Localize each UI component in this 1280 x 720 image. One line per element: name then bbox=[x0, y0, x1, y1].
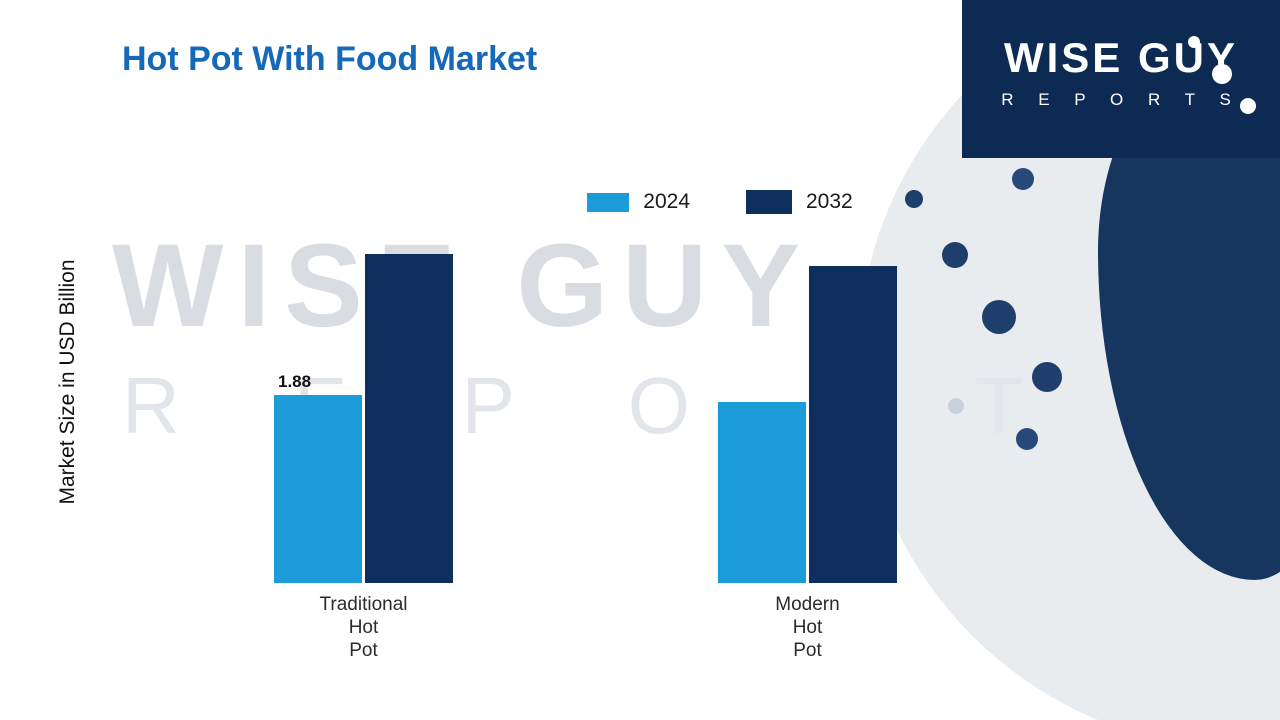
decor-dot bbox=[942, 242, 968, 268]
bar-wrap bbox=[809, 266, 897, 583]
category-label-0: Traditional Hot Pot bbox=[319, 594, 408, 662]
bar-wrap bbox=[718, 402, 806, 583]
decor-dot bbox=[948, 398, 964, 414]
legend-swatch-2032 bbox=[746, 190, 792, 214]
logo-subtitle: R E P O R T S bbox=[1001, 90, 1241, 109]
bar-2024-category-1 bbox=[718, 402, 806, 583]
bar-chart: 1.88 Traditional Hot Pot Modern Hot Pot bbox=[0, 243, 1280, 661]
y-axis-label: Market Size in USD Billion bbox=[56, 259, 79, 505]
bar-2032-category-0 bbox=[365, 254, 453, 583]
bar-wrap: 1.88 bbox=[274, 372, 362, 583]
decor-dot bbox=[1016, 428, 1038, 450]
bar-2032-category-1 bbox=[809, 266, 897, 583]
bar-wrap bbox=[365, 254, 453, 583]
decor-dot bbox=[982, 300, 1016, 334]
page-title: Hot Pot With Food Market bbox=[122, 40, 538, 78]
legend: 2024 2032 bbox=[160, 190, 1280, 214]
decor-dot bbox=[1032, 362, 1062, 392]
legend-item-2024: 2024 bbox=[587, 190, 690, 214]
legend-label-2024: 2024 bbox=[643, 190, 690, 213]
bar-group-0: 1.88 Traditional Hot Pot bbox=[274, 254, 453, 661]
bar-group-1: Modern Hot Pot bbox=[718, 266, 897, 661]
category-label-1: Modern Hot Pot bbox=[775, 594, 840, 662]
legend-item-2032: 2032 bbox=[746, 190, 853, 214]
decor-dot bbox=[1188, 36, 1200, 48]
decor-dot bbox=[1240, 98, 1256, 114]
legend-swatch-2024 bbox=[587, 192, 630, 212]
logo-block: WISE GUY R E P O R T S bbox=[962, 0, 1280, 158]
legend-label-2032: 2032 bbox=[806, 190, 853, 213]
bar-value-label: 1.88 bbox=[278, 372, 312, 391]
bar-2024-category-0 bbox=[274, 395, 362, 583]
watermark-line1: WISE GUY bbox=[112, 220, 815, 352]
decor-dot bbox=[1212, 64, 1232, 84]
decor-dot bbox=[905, 190, 923, 208]
logo-wordmark: WISE GUY bbox=[1003, 34, 1239, 81]
decor-dot bbox=[1012, 168, 1034, 190]
